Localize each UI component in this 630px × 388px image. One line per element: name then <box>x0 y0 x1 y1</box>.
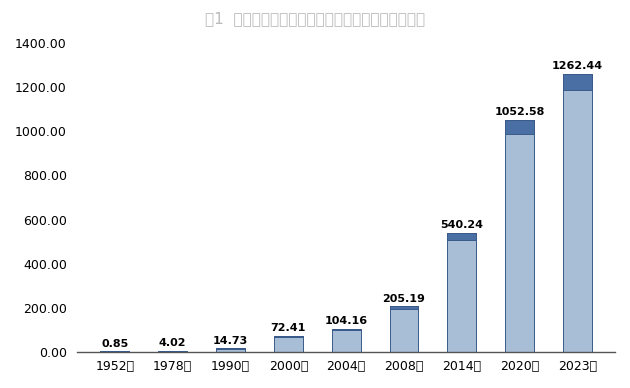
Text: 14.73: 14.73 <box>213 336 248 346</box>
Bar <box>389 307 418 309</box>
Bar <box>563 74 592 352</box>
Bar <box>505 120 534 134</box>
Bar <box>158 351 187 352</box>
Bar <box>274 336 303 352</box>
Text: 0.85: 0.85 <box>101 339 129 349</box>
Bar <box>331 329 360 330</box>
Bar <box>389 307 418 352</box>
Bar <box>505 120 534 352</box>
Bar <box>447 233 476 352</box>
Bar <box>447 233 476 240</box>
Text: 540.24: 540.24 <box>440 220 483 230</box>
Bar <box>274 336 303 337</box>
Bar <box>331 329 360 352</box>
Text: 104.16: 104.16 <box>324 316 368 326</box>
Text: 1052.58: 1052.58 <box>495 107 545 117</box>
Text: 1262.44: 1262.44 <box>552 61 603 71</box>
Bar <box>216 348 245 352</box>
Text: 图1  新中国成立以来主要年份保出生产总值（亿元）: 图1 新中国成立以来主要年份保出生产总值（亿元） <box>205 12 425 27</box>
Text: 205.19: 205.19 <box>382 294 425 304</box>
Text: 72.41: 72.41 <box>271 323 306 333</box>
Bar <box>563 74 592 90</box>
Bar <box>216 348 245 349</box>
Text: 4.02: 4.02 <box>159 338 186 348</box>
